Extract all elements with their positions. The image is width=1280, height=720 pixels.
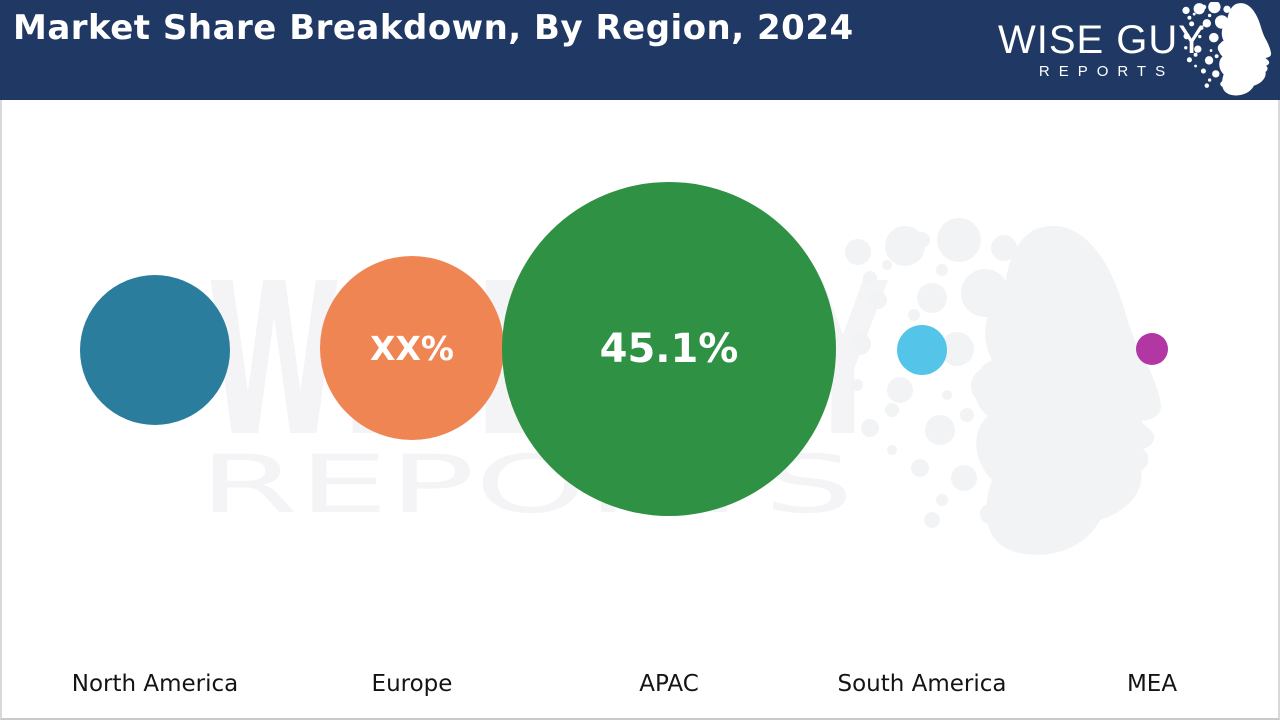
region-label-mea: MEA [1126, 671, 1178, 697]
bubble-north-america [80, 275, 230, 425]
region-label-apac: APAC [639, 671, 699, 697]
region-label-north-america: North America [71, 671, 239, 697]
logo-face-icon [1182, 2, 1272, 96]
bubble-apac: 45.1% [502, 182, 836, 516]
logo: WISE GUY REPORTS [998, 20, 1206, 79]
region-label-europe: Europe [371, 671, 453, 697]
logo-subtext: REPORTS [1038, 63, 1175, 80]
bubble-europe: XX% [320, 256, 504, 440]
region-label-south-america: South America [837, 671, 1007, 697]
bubble-value-label: XX% [370, 328, 454, 368]
bubble-mea [1136, 333, 1168, 365]
chart-area: WISE GUY REPORTS XX%45.1% North AmericaE… [0, 100, 1280, 720]
header: Market Share Breakdown, By Region, 2024 … [0, 0, 1280, 100]
logo-wordmark: WISE GUY [997, 18, 1206, 62]
bubble-south-america [897, 325, 947, 375]
page-title: Market Share Breakdown, By Region, 2024 [13, 8, 854, 48]
bubble-value-label: 45.1% [599, 326, 739, 372]
